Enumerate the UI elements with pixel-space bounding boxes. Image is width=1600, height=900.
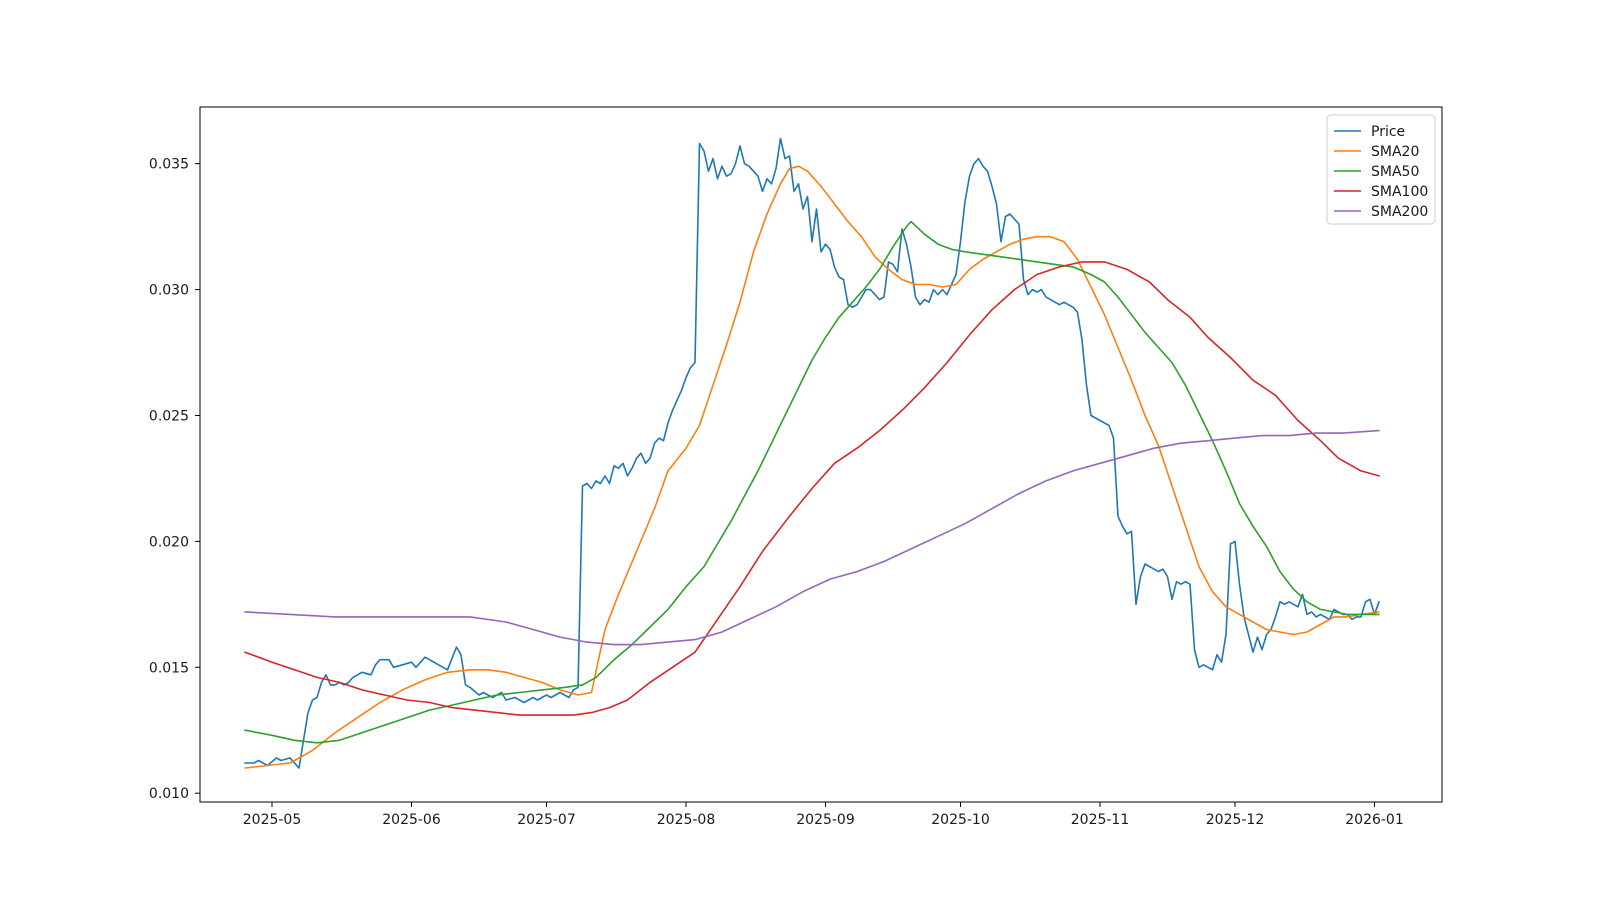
legend-label-sma20: SMA20 <box>1371 144 1419 160</box>
x-axis-tick-label: 2025-08 <box>657 812 716 828</box>
series-layer <box>244 137 1380 769</box>
legend-label-sma50: SMA50 <box>1371 164 1419 180</box>
series-line-sma200 <box>244 429 1380 646</box>
x-axis-tick-label: 2026-01 <box>1345 812 1404 828</box>
series-line-sma50 <box>244 220 1380 744</box>
legend-label-sma100: SMA100 <box>1371 184 1428 200</box>
legend: Price SMA20 SMA50 SMA100 SMA200 <box>1326 114 1436 225</box>
legend-label-price: Price <box>1371 124 1405 140</box>
x-axis-tick-label: 2025-07 <box>517 812 576 828</box>
x-axis-tick-label: 2025-09 <box>796 812 855 828</box>
series-line-price <box>244 137 1380 769</box>
y-axis-tick-label: 0.035 <box>149 157 189 173</box>
series-line-sma20 <box>244 165 1380 769</box>
x-axis-tick-label: 2025-06 <box>382 812 441 828</box>
axes-layer: 2025-05 2025-06 2025-07 2025-08 2025-09 2025-… <box>149 157 1404 828</box>
y-axis-tick-label: 0.020 <box>149 534 189 550</box>
x-axis-tick-label: 2025-10 <box>931 812 990 828</box>
y-axis-tick-label: 0.030 <box>149 283 189 299</box>
x-axis-tick-label: 2025-05 <box>243 812 302 828</box>
series-line-sma100 <box>244 261 1380 716</box>
y-axis-tick-label: 0.015 <box>149 660 189 676</box>
y-axis-tick-label: 0.025 <box>149 408 189 424</box>
x-axis-tick-label: 2025-12 <box>1206 812 1265 828</box>
legend-box <box>1326 114 1436 225</box>
plot-frame <box>199 106 1443 803</box>
legend-label-sma200: SMA200 <box>1371 204 1428 220</box>
x-axis-tick-label: 2025-11 <box>1071 812 1130 828</box>
y-axis-tick-label: 0.010 <box>149 786 189 802</box>
plot-frame-border <box>199 106 1443 803</box>
